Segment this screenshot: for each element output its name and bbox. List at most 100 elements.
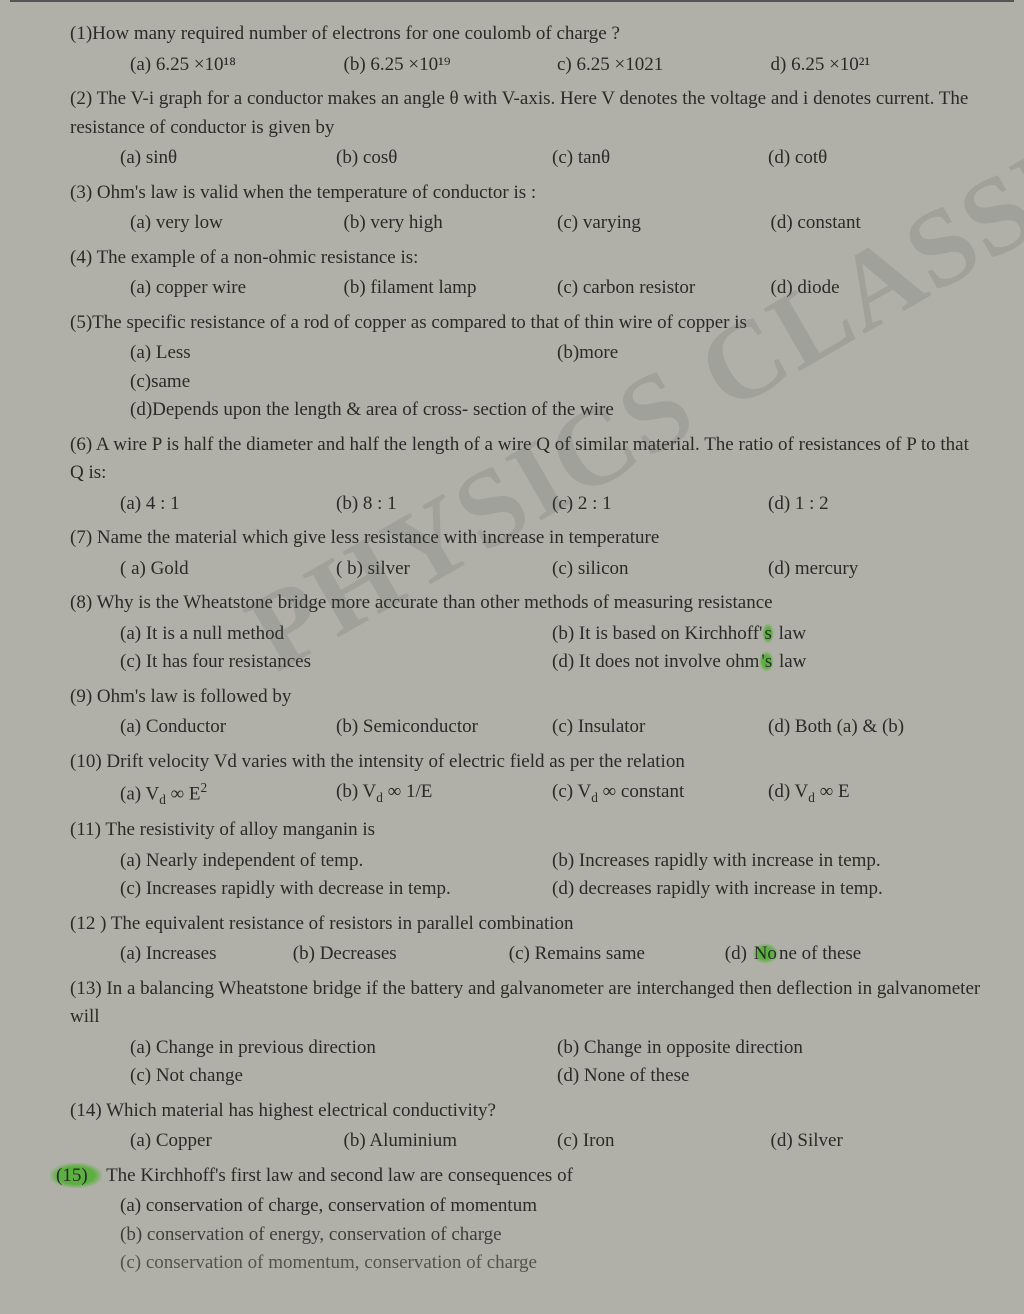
q-text: The example of a non-ohmic resistance is… [97, 247, 419, 268]
q9-opt-a: (a) Conductor [120, 713, 336, 742]
q-num: (14) [70, 1100, 102, 1121]
q11-opt-d: (d) decreases rapidly with increase in t… [552, 875, 984, 904]
q-num: (13) [70, 978, 102, 999]
q-num: (2) [70, 88, 92, 109]
question-8: (8) Why is the Wheatstone bridge more ac… [70, 589, 984, 677]
q5-opt-b: (b)more [557, 339, 984, 368]
q7-opt-d: (d) mercury [768, 555, 984, 584]
q12-opt-b: (b) Decreases [293, 940, 509, 969]
q3-opt-c: (c) varying [557, 209, 771, 238]
q2-opt-a: (a) sinθ [120, 144, 336, 173]
question-2: (2) The V-i graph for a conductor makes … [70, 85, 984, 173]
q8-opt-c: (c) It has four resistances [120, 648, 552, 677]
q4-opt-b: (b) filament lamp [344, 274, 558, 303]
q2-opt-d: (d) cotθ [768, 144, 984, 173]
q-num: (7) [70, 527, 92, 548]
q-num: (8) [70, 592, 92, 613]
q6-opt-d: (d) 1 : 2 [768, 490, 984, 519]
q4-opt-a: (a) copper wire [130, 274, 344, 303]
q-text: How many required number of electrons fo… [92, 23, 620, 44]
q7-opt-a: ( a) Gold [120, 555, 336, 584]
q-num: (5) [70, 312, 92, 333]
question-12: (12 ) The equivalent resistance of resis… [70, 910, 984, 969]
q15-opt-b: (b) conservation of energy, conservation… [120, 1221, 984, 1250]
q14-opt-b: (b) Aluminium [344, 1127, 558, 1156]
q9-opt-b: (b) Semiconductor [336, 713, 552, 742]
q12-opt-c: (c) Remains same [509, 940, 725, 969]
q5-opt-d: (d)Depends upon the length & area of cro… [130, 396, 728, 425]
question-6: (6) A wire P is half the diameter and ha… [70, 431, 984, 519]
question-4: (4) The example of a non-ohmic resistanc… [70, 244, 984, 303]
q3-opt-b: (b) very high [344, 209, 558, 238]
question-1: (1)How many required number of electrons… [70, 20, 984, 79]
question-13: (13) In a balancing Wheatstone bridge if… [70, 975, 984, 1091]
q3-opt-d: (d) constant [771, 209, 985, 238]
question-3: (3) Ohm's law is valid when the temperat… [70, 179, 984, 238]
q14-opt-a: (a) Copper [130, 1127, 344, 1156]
q6-opt-b: (b) 8 : 1 [336, 490, 552, 519]
q2-opt-b: (b) cosθ [336, 144, 552, 173]
question-10: (10) Drift velocity Vd varies with the i… [70, 748, 984, 811]
question-14: (14) Which material has highest electric… [70, 1097, 984, 1156]
question-11: (11) The resistivity of alloy manganin i… [70, 816, 984, 904]
q10-opt-d: (d) Vd ∞ E [768, 778, 984, 810]
exam-page: PHYSICS CLASSES (1)How many required num… [10, 0, 1014, 1314]
q-text: Ohm's law is valid when the temperature … [97, 182, 536, 203]
q1-opt-d: d) 6.25 ×10²¹ [771, 51, 985, 80]
q14-opt-d: (d) Silver [771, 1127, 985, 1156]
q1-opt-c: c) 6.25 ×1021 [557, 51, 771, 80]
q15-opt-a: (a) conservation of charge, conservation… [120, 1192, 984, 1221]
q6-opt-c: (c) 2 : 1 [552, 490, 768, 519]
q2-opt-c: (c) tanθ [552, 144, 768, 173]
q10-opt-c: (c) Vd ∞ constant [552, 778, 768, 810]
q13-opt-d: (d) None of these [557, 1062, 984, 1091]
q13-opt-a: (a) Change in previous direction [130, 1034, 557, 1063]
q3-opt-a: (a) very low [130, 209, 344, 238]
q13-opt-b: (b) Change in opposite direction [557, 1034, 984, 1063]
q15-highlight: (15) [50, 1163, 102, 1188]
q-num: (1) [70, 23, 92, 44]
q-num: (11) [70, 819, 101, 840]
q-text: The specific resistance of a rod of copp… [92, 312, 747, 333]
q4-opt-c: (c) carbon resistor [557, 274, 771, 303]
q1-opt-b: (b) 6.25 ×10¹⁹ [344, 51, 558, 80]
q-num: (10) [70, 751, 102, 772]
q-text: Drift velocity Vd varies with the intens… [106, 751, 684, 772]
q11-opt-c: (c) Increases rapidly with decrease in t… [120, 875, 552, 904]
q8-opt-d: (d) It does not involve ohm's law [552, 648, 984, 677]
q-text: Ohm's law is followed by [97, 686, 291, 707]
q12-opt-d: (d) None of these [725, 940, 941, 969]
q11-opt-b: (b) Increases rapidly with increase in t… [552, 847, 984, 876]
q5-opt-a: (a) Less [130, 339, 557, 368]
q11-opt-a: (a) Nearly independent of temp. [120, 847, 552, 876]
q-num: (3) [70, 182, 92, 203]
q9-opt-d: (d) Both (a) & (b) [768, 713, 984, 742]
q15-opt-c: (c) conservation of momentum, conservati… [120, 1249, 984, 1278]
q13-opt-c: (c) Not change [130, 1062, 557, 1091]
question-15: (15) The Kirchhoff's first law and secon… [70, 1162, 984, 1278]
q9-opt-c: (c) Insulator [552, 713, 768, 742]
q-num: (6) [70, 434, 92, 455]
question-7: (7) Name the material which give less re… [70, 524, 984, 583]
q7-opt-c: (c) silicon [552, 555, 768, 584]
q7-opt-b: ( b) silver [336, 555, 552, 584]
question-9: (9) Ohm's law is followed by (a) Conduct… [70, 683, 984, 742]
q-num: (12 ) [70, 913, 106, 934]
q12-opt-a: (a) Increases [120, 940, 293, 969]
q1-opt-a: (a) 6.25 ×10¹⁸ [130, 51, 344, 80]
q-text: The equivalent resistance of resistors i… [111, 913, 574, 934]
q-num: (4) [70, 247, 92, 268]
q-text: Name the material which give less resist… [97, 527, 659, 548]
q8-opt-a: (a) It is a null method [120, 620, 552, 649]
q14-opt-c: (c) Iron [557, 1127, 771, 1156]
question-5: (5)The specific resistance of a rod of c… [70, 309, 984, 425]
q10-opt-b: (b) Vd ∞ 1/E [336, 778, 552, 810]
q8-opt-b: (b) It is based on Kirchhoff's law [552, 620, 984, 649]
q-text: The V-i graph for a conductor makes an a… [70, 88, 968, 138]
q-num: (9) [70, 686, 92, 707]
q5-opt-c: (c)same [130, 368, 557, 397]
q-text: In a balancing Wheatstone bridge if the … [70, 978, 980, 1028]
q-text: The Kirchhoff's first law and second law… [106, 1165, 573, 1186]
q6-opt-a: (a) 4 : 1 [120, 490, 336, 519]
q-text: Why is the Wheatstone bridge more accura… [97, 592, 773, 613]
